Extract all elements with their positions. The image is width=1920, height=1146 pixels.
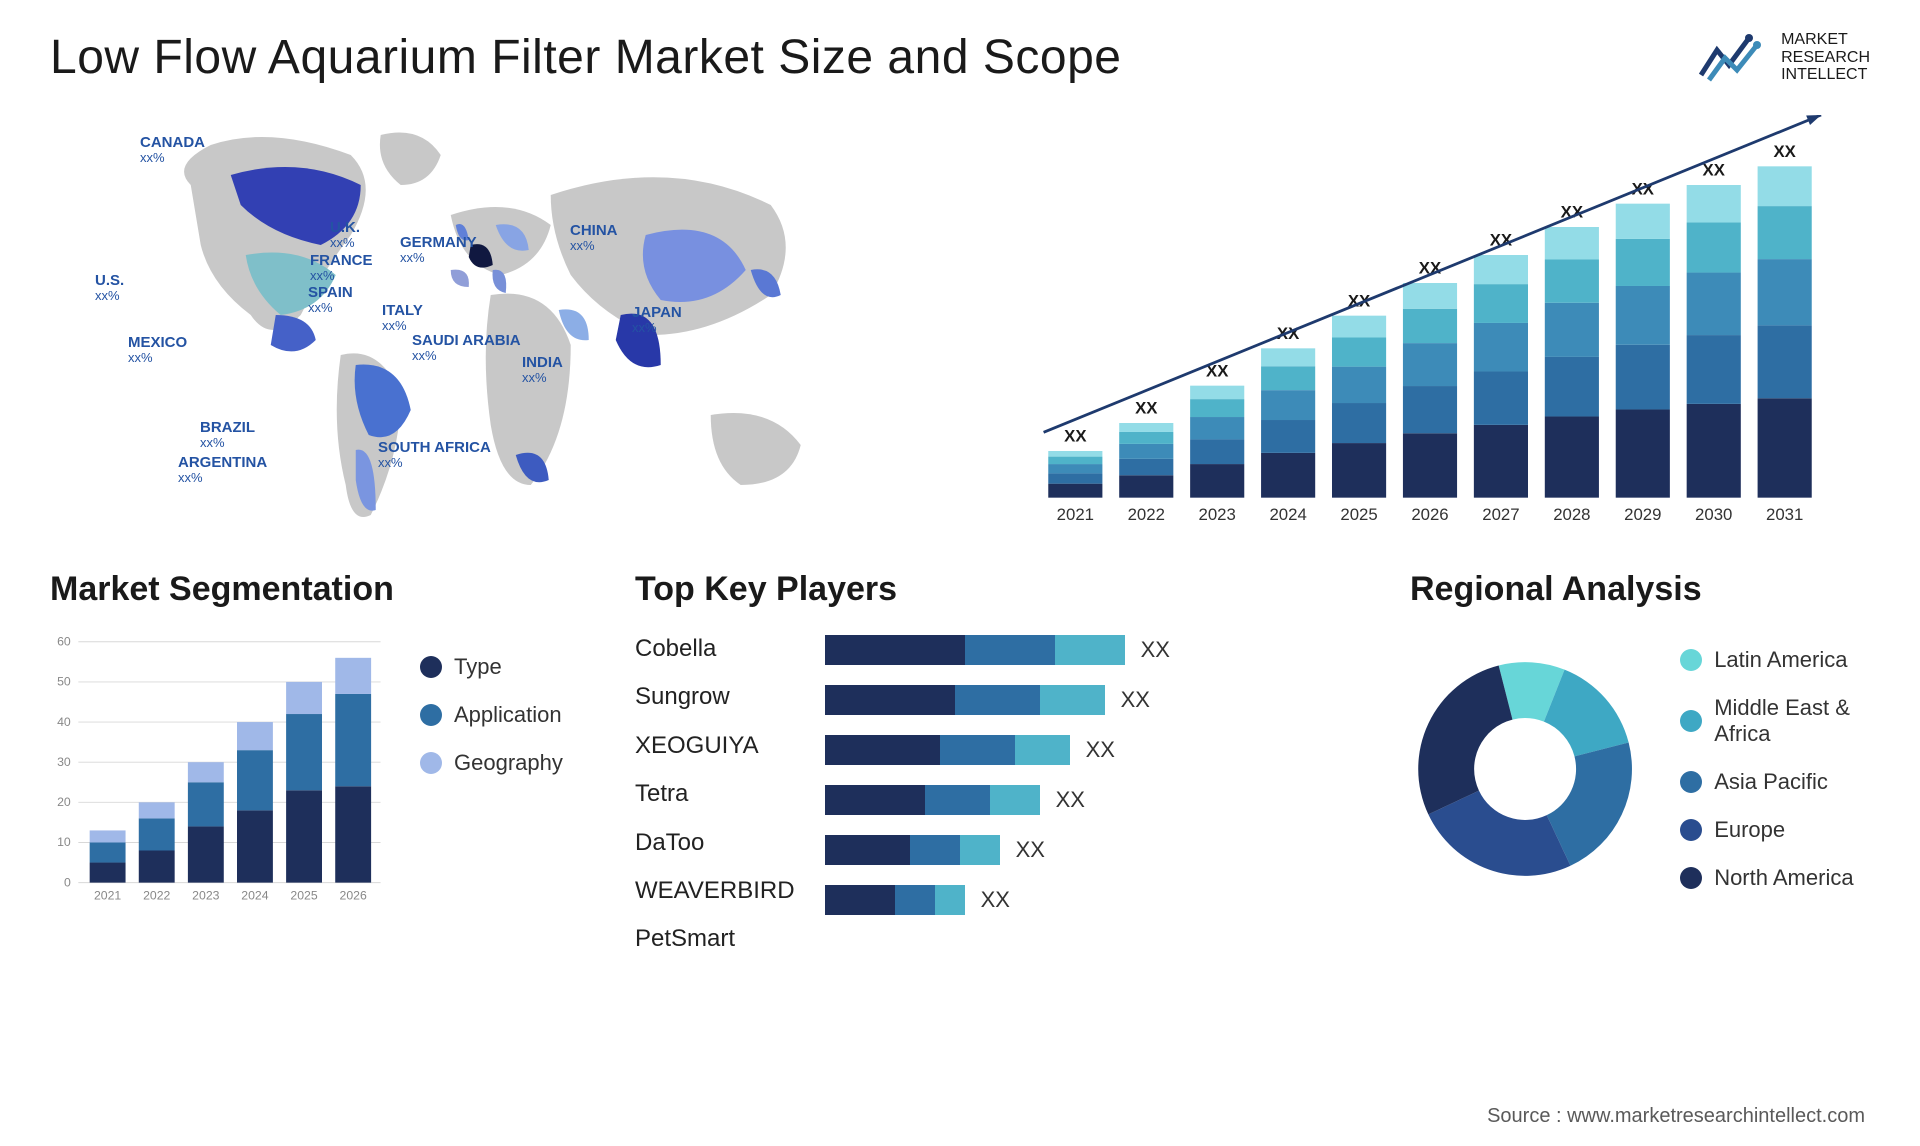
svg-text:2030: 2030 [1696, 505, 1733, 524]
regional-panel: Regional Analysis Latin America Middle Ea… [1410, 570, 1870, 909]
regional-legend-item: North America [1680, 865, 1870, 891]
player-name: Tetra [635, 778, 795, 810]
player-name: PetSmart [635, 923, 795, 955]
svg-text:2021: 2021 [94, 889, 121, 903]
svg-text:XX: XX [1774, 142, 1797, 161]
map-label-italy: ITALYxx% [382, 303, 423, 334]
svg-text:2021: 2021 [1057, 505, 1094, 524]
player-bar-row: XX [825, 785, 1355, 815]
world-map-panel: CANADAxx% U.S.xx% MEXICOxx% BRAZILxx% ARGENT… [50, 115, 951, 535]
svg-text:2031: 2031 [1766, 505, 1803, 524]
logo-mark-icon [1699, 30, 1769, 85]
svg-text:2022: 2022 [143, 889, 170, 903]
map-label-canada: CANADAxx% [140, 135, 205, 166]
map-label-brazil: BRAZILxx% [200, 420, 255, 451]
svg-text:2023: 2023 [192, 889, 219, 903]
map-label-saudi-arabia: SAUDI ARABIAxx% [412, 333, 521, 364]
svg-text:30: 30 [57, 755, 71, 769]
regional-donut-chart [1410, 629, 1640, 909]
player-bar-row: XX [825, 735, 1355, 765]
svg-text:2025: 2025 [1341, 505, 1378, 524]
map-label-u-k-: U.K.xx% [330, 220, 360, 251]
player-bar-row: XX [825, 685, 1355, 715]
svg-text:2023: 2023 [1199, 505, 1236, 524]
map-label-spain: SPAINxx% [308, 285, 353, 316]
svg-text:40: 40 [57, 715, 71, 729]
svg-text:50: 50 [57, 675, 71, 689]
regional-legend-item: Europe [1680, 817, 1870, 843]
map-label-argentina: ARGENTINAxx% [178, 455, 267, 486]
svg-text:2022: 2022 [1128, 505, 1165, 524]
map-label-germany: GERMANYxx% [400, 235, 477, 266]
segmentation-panel: Market Segmentation 0 10 20 30 40 50 60 2021 20… [50, 570, 580, 919]
logo-text-1: MARKET [1781, 31, 1870, 49]
svg-text:60: 60 [57, 635, 71, 649]
svg-text:XX: XX [1703, 161, 1726, 180]
svg-text:2026: 2026 [1412, 505, 1449, 524]
page-title: Low Flow Aquarium Filter Market Size and… [50, 30, 1121, 85]
players-panel: Top Key Players Cobella Sungrow XEOGUIYA Te… [635, 570, 1355, 956]
segmentation-legend-item: Geography [420, 750, 563, 776]
players-bar-chart: XX XX XX XX XX XX [825, 629, 1355, 956]
svg-text:XX: XX [1065, 427, 1088, 446]
players-title: Top Key Players [635, 570, 1355, 609]
map-label-japan: JAPANxx% [632, 305, 682, 336]
regional-legend: Latin America Middle East & Africa Asia Pa… [1680, 647, 1870, 891]
brand-logo: MARKET RESEARCH INTELLECT [1699, 30, 1870, 85]
svg-text:2026: 2026 [340, 889, 367, 903]
map-label-china: CHINAxx% [570, 223, 618, 254]
map-label-u-s-: U.S.xx% [95, 273, 124, 304]
svg-text:2024: 2024 [241, 889, 268, 903]
source-attribution: Source : www.marketresearchintellect.com [1487, 1105, 1865, 1128]
regional-legend-item: Asia Pacific [1680, 769, 1870, 795]
player-name: Sungrow [635, 681, 795, 713]
segmentation-legend: Type Application Geography [420, 629, 563, 919]
segmentation-title: Market Segmentation [50, 570, 580, 609]
player-bar-row: XX [825, 635, 1355, 665]
svg-text:10: 10 [57, 835, 71, 849]
svg-text:2028: 2028 [1554, 505, 1591, 524]
svg-text:0: 0 [64, 875, 71, 889]
svg-text:2024: 2024 [1270, 505, 1307, 524]
growth-bar-chart: XX2021XX2022XX2023XX2024XX2025XX2026XX20… [1011, 115, 1870, 535]
segmentation-chart: 0 10 20 30 40 50 60 2021 2022 2023 2024 2025 2026 [50, 629, 390, 919]
svg-text:XX: XX [1136, 399, 1159, 418]
map-label-south-africa: SOUTH AFRICAxx% [378, 440, 491, 471]
regional-legend-item: Latin America [1680, 647, 1870, 673]
players-name-list: Cobella Sungrow XEOGUIYA Tetra DaToo WEAVERBI… [635, 629, 795, 956]
player-bar-row: XX [825, 885, 1355, 915]
player-bar-row: XX [825, 835, 1355, 865]
player-name: Cobella [635, 633, 795, 665]
svg-text:20: 20 [57, 795, 71, 809]
logo-text-3: INTELLECT [1781, 66, 1870, 84]
player-name: DaToo [635, 827, 795, 859]
player-name: XEOGUIYA [635, 730, 795, 762]
map-label-mexico: MEXICOxx% [128, 335, 187, 366]
segmentation-legend-item: Type [420, 654, 563, 680]
svg-text:2025: 2025 [290, 889, 317, 903]
svg-text:2029: 2029 [1625, 505, 1662, 524]
regional-title: Regional Analysis [1410, 570, 1870, 609]
regional-legend-item: Middle East & Africa [1680, 695, 1870, 747]
svg-text:2027: 2027 [1483, 505, 1520, 524]
map-label-france: FRANCExx% [310, 253, 373, 284]
segmentation-legend-item: Application [420, 702, 563, 728]
logo-text-2: RESEARCH [1781, 49, 1870, 67]
map-label-india: INDIAxx% [522, 355, 563, 386]
player-name: WEAVERBIRD [635, 875, 795, 907]
growth-chart-panel: XX2021XX2022XX2023XX2024XX2025XX2026XX20… [1011, 115, 1870, 535]
